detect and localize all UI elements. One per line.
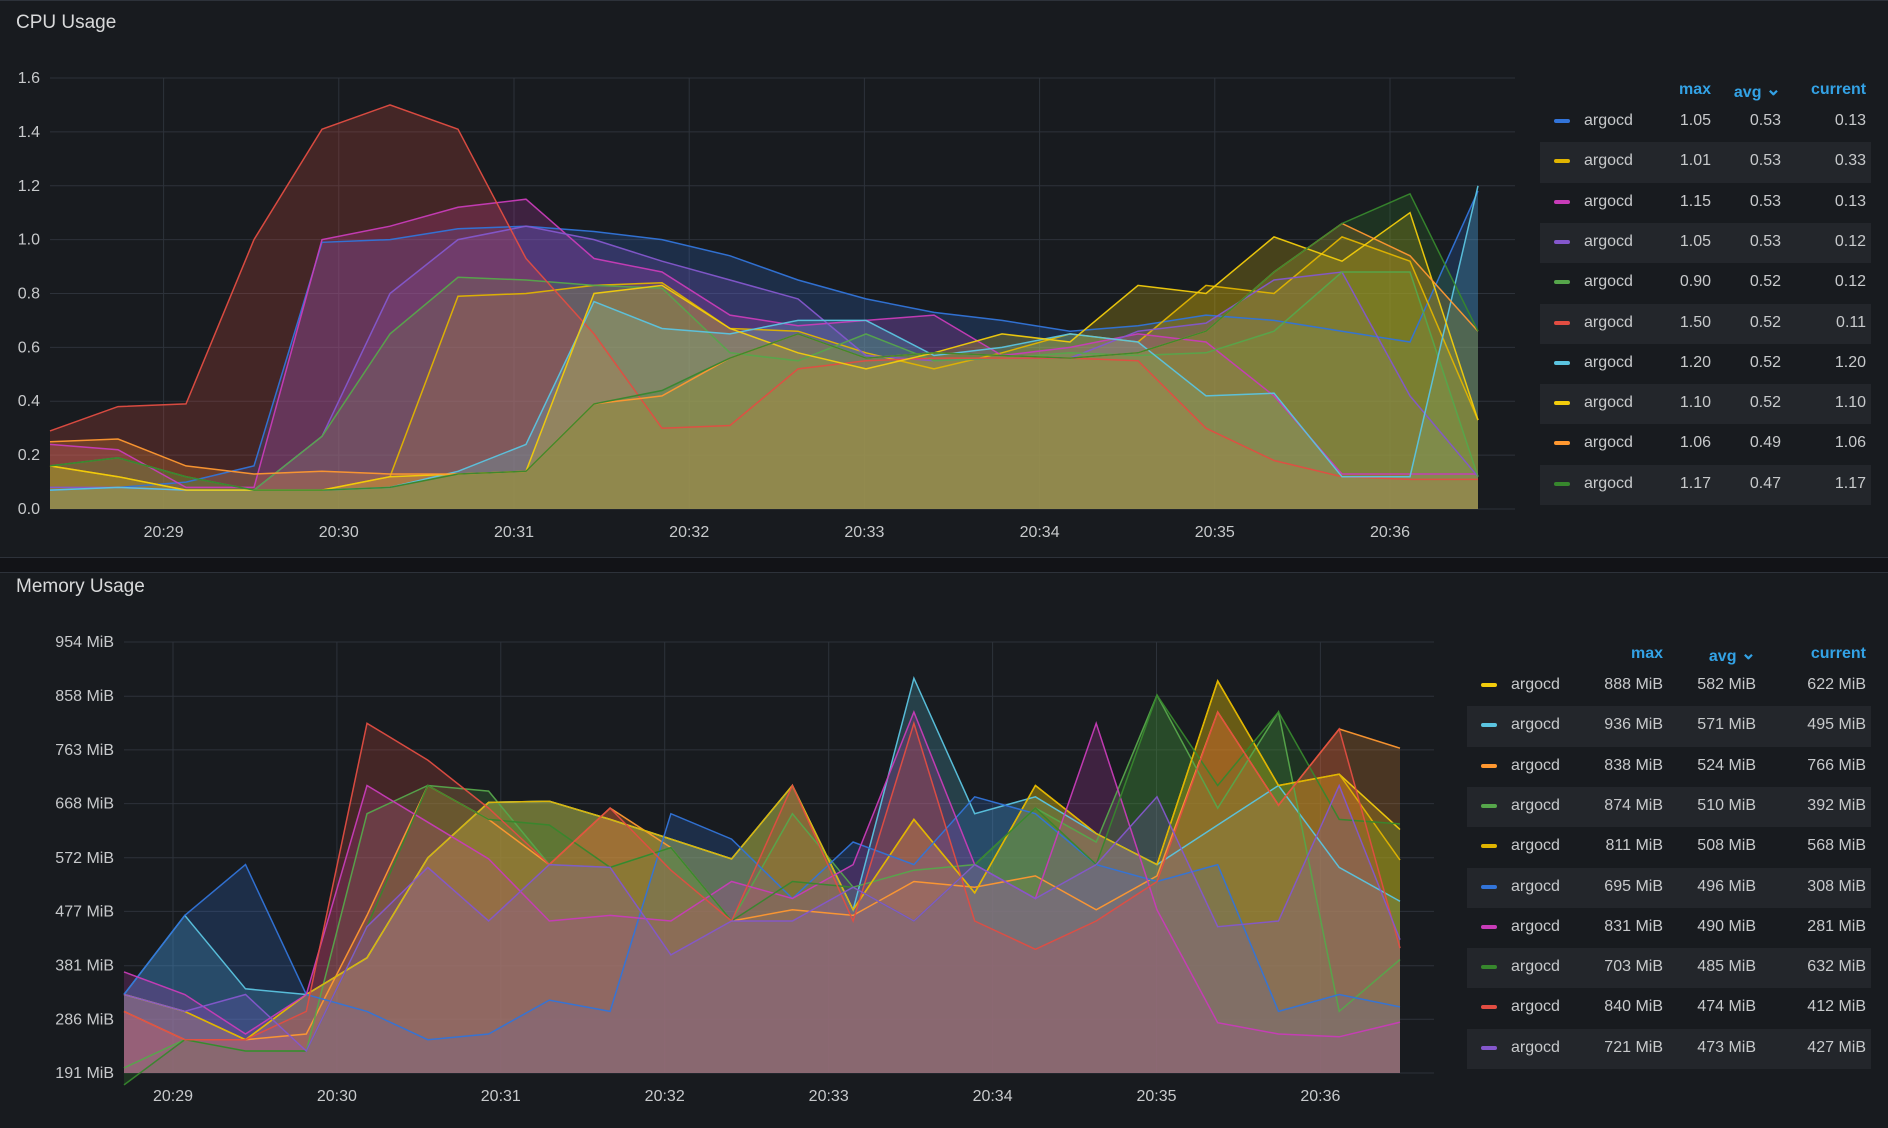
svg-text:20:32: 20:32 bbox=[669, 524, 709, 541]
svg-text:20:34: 20:34 bbox=[1020, 524, 1060, 541]
svg-text:763 MiB: 763 MiB bbox=[55, 742, 114, 759]
svg-text:20:31: 20:31 bbox=[481, 1088, 521, 1105]
svg-text:477 MiB: 477 MiB bbox=[55, 903, 114, 920]
svg-text:20:29: 20:29 bbox=[144, 524, 184, 541]
svg-text:20:31: 20:31 bbox=[494, 524, 534, 541]
svg-text:1.4: 1.4 bbox=[18, 124, 40, 141]
svg-text:20:36: 20:36 bbox=[1300, 1088, 1340, 1105]
svg-text:20:29: 20:29 bbox=[153, 1088, 193, 1105]
svg-text:1.6: 1.6 bbox=[18, 70, 40, 87]
svg-text:20:30: 20:30 bbox=[319, 524, 359, 541]
svg-text:668 MiB: 668 MiB bbox=[55, 796, 114, 813]
svg-text:1.0: 1.0 bbox=[18, 232, 40, 249]
svg-text:381 MiB: 381 MiB bbox=[55, 958, 114, 975]
svg-text:20:35: 20:35 bbox=[1195, 524, 1235, 541]
svg-text:191 MiB: 191 MiB bbox=[55, 1065, 114, 1082]
svg-text:858 MiB: 858 MiB bbox=[55, 688, 114, 705]
svg-text:20:30: 20:30 bbox=[317, 1088, 357, 1105]
svg-text:20:33: 20:33 bbox=[809, 1088, 849, 1105]
svg-text:0.4: 0.4 bbox=[18, 393, 40, 410]
svg-text:20:35: 20:35 bbox=[1136, 1088, 1176, 1105]
svg-text:0.0: 0.0 bbox=[18, 501, 40, 518]
svg-text:0.6: 0.6 bbox=[18, 339, 40, 356]
svg-text:20:33: 20:33 bbox=[844, 524, 884, 541]
svg-text:1.2: 1.2 bbox=[18, 178, 40, 195]
svg-text:286 MiB: 286 MiB bbox=[55, 1011, 114, 1028]
svg-text:20:36: 20:36 bbox=[1370, 524, 1410, 541]
svg-text:954 MiB: 954 MiB bbox=[55, 634, 114, 651]
svg-text:0.8: 0.8 bbox=[18, 286, 40, 303]
svg-text:20:34: 20:34 bbox=[973, 1088, 1013, 1105]
svg-text:20:32: 20:32 bbox=[645, 1088, 685, 1105]
svg-text:0.2: 0.2 bbox=[18, 447, 40, 464]
svg-text:572 MiB: 572 MiB bbox=[55, 850, 114, 867]
